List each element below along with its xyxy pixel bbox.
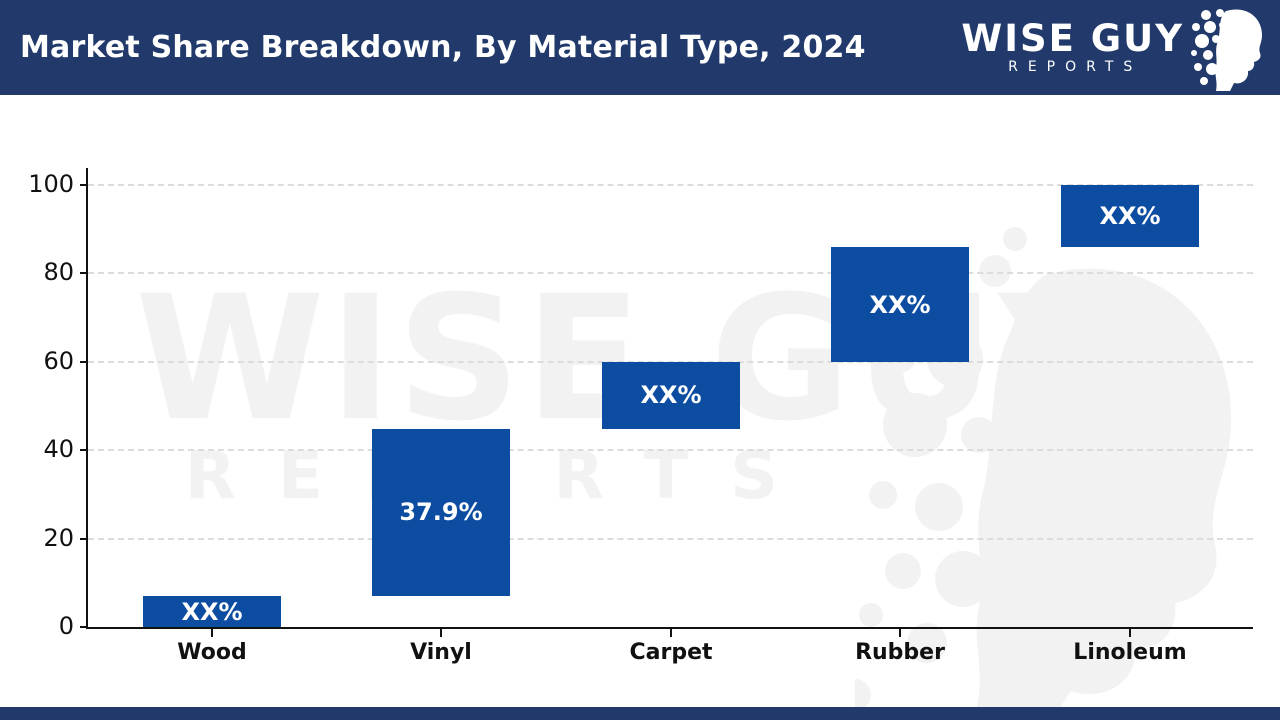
bar-wood: XX% (143, 596, 281, 627)
gridline-80 (88, 272, 1253, 275)
x-tick-mark (211, 629, 213, 637)
x-tick-mark (1129, 629, 1131, 637)
y-tick-mark (80, 449, 88, 452)
gridline-60 (88, 360, 1253, 363)
bar-value-label: XX% (640, 381, 702, 410)
logo-wordmark: WISE GUY REPORTS (961, 17, 1184, 76)
x-category-label: Linoleum (1073, 640, 1187, 665)
wise-guy-logo: WISE GUY REPORTS (961, 5, 1280, 91)
page-title: Market Share Breakdown, By Material Type… (20, 30, 866, 65)
y-tick-label: 80 (43, 258, 74, 287)
header-band: Market Share Breakdown, By Material Type… (0, 0, 1280, 95)
y-axis-line (86, 168, 88, 629)
x-category-label: Rubber (855, 640, 945, 665)
y-tick-label: 60 (43, 346, 74, 375)
bar-linoleum: XX% (1061, 185, 1199, 248)
x-tick-mark (440, 629, 442, 637)
bar-vinyl: 37.9% (372, 428, 510, 597)
y-tick-mark (80, 360, 88, 363)
y-tick-label: 40 (43, 435, 74, 464)
gridline-20 (88, 537, 1253, 540)
bar-value-label: XX% (181, 597, 243, 626)
y-tick-mark (80, 626, 88, 628)
x-axis-line (86, 627, 1253, 629)
bar-rubber: XX% (831, 247, 969, 363)
x-tick-mark (670, 629, 672, 637)
logo-head-icon (1191, 8, 1262, 91)
bar-carpet: XX% (602, 362, 740, 429)
y-tick-label: 100 (28, 170, 74, 198)
x-category-label: Carpet (629, 640, 713, 665)
y-tick-label: 0 (58, 612, 74, 640)
bar-value-label: 37.9% (399, 498, 483, 527)
y-tick-mark (80, 272, 88, 275)
logo-line1: WISE GUY (961, 17, 1184, 60)
y-tick-label: 20 (43, 523, 74, 552)
x-category-label: Wood (177, 640, 247, 665)
logo-line2: REPORTS (1008, 59, 1143, 75)
gridline-100 (88, 184, 1253, 186)
x-tick-mark (899, 629, 901, 637)
y-tick-mark (80, 184, 88, 186)
y-tick-mark (80, 537, 88, 540)
x-category-label: Vinyl (410, 640, 472, 665)
bar-value-label: XX% (869, 290, 931, 319)
footer-band (0, 707, 1280, 720)
gridline-40 (88, 449, 1253, 452)
bar-value-label: XX% (1099, 202, 1161, 231)
